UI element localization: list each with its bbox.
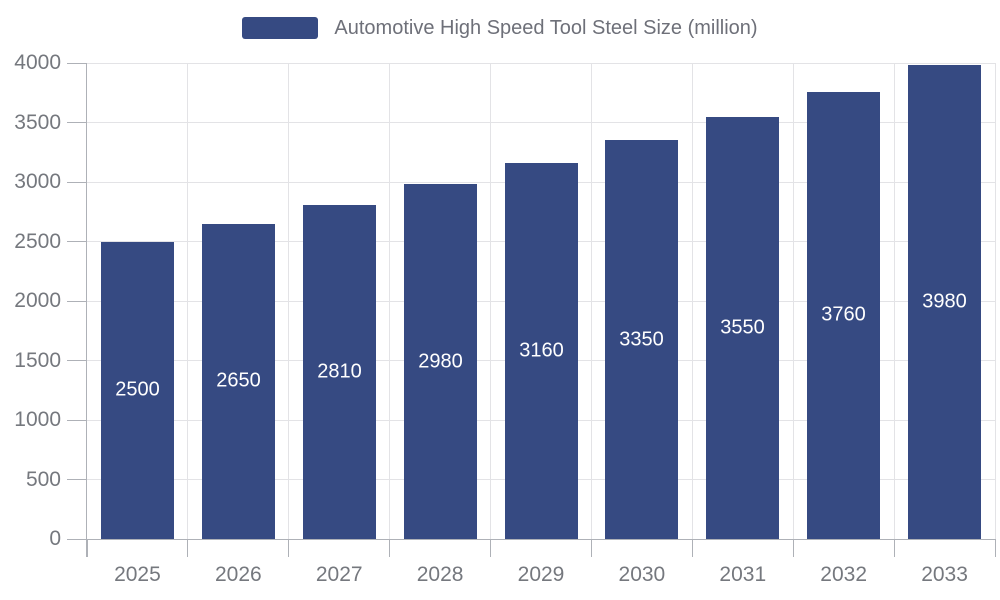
x-axis-tick bbox=[893, 539, 895, 557]
bar[interactable] bbox=[807, 91, 880, 539]
y-axis-label: 3500 bbox=[14, 110, 61, 134]
bar[interactable] bbox=[202, 223, 275, 539]
y-axis-label: 1000 bbox=[14, 408, 61, 431]
x-axis-tick bbox=[389, 539, 391, 557]
bar[interactable] bbox=[404, 184, 477, 539]
gridline-vertical bbox=[994, 63, 996, 539]
x-axis-label: 2033 bbox=[921, 563, 968, 586]
y-axis-label: 0 bbox=[49, 527, 61, 550]
gridline-vertical bbox=[490, 63, 492, 539]
bar-value-label: 3760 bbox=[821, 303, 866, 326]
gridline-horizontal bbox=[87, 62, 995, 64]
bar-value-label: 2500 bbox=[115, 378, 160, 401]
gridline-vertical bbox=[590, 63, 592, 539]
bar-value-label: 3160 bbox=[519, 339, 564, 362]
gridline-horizontal bbox=[87, 122, 995, 123]
bar[interactable] bbox=[706, 116, 779, 539]
y-axis-tick bbox=[67, 62, 87, 64]
y-axis-tick bbox=[67, 300, 87, 302]
y-axis-tick bbox=[67, 360, 87, 361]
gridline-vertical bbox=[691, 63, 693, 539]
x-axis-tick bbox=[490, 539, 492, 557]
legend-swatch bbox=[242, 17, 319, 39]
y-axis-label: 3000 bbox=[14, 170, 61, 193]
x-axis-label: 2032 bbox=[820, 563, 868, 586]
x-axis-label: 2027 bbox=[315, 563, 363, 586]
y-axis-line bbox=[86, 63, 87, 557]
y-axis-label: 2500 bbox=[14, 229, 61, 253]
bar-value-label: 3980 bbox=[922, 290, 967, 313]
gridline-vertical bbox=[187, 63, 189, 539]
bar-value-label: 2650 bbox=[216, 369, 261, 392]
x-axis-tick bbox=[187, 539, 189, 557]
bar-value-label: 2980 bbox=[418, 350, 463, 373]
legend-label: Automotive High Speed Tool Steel Size (m… bbox=[334, 17, 758, 39]
bar[interactable] bbox=[908, 65, 981, 539]
y-axis-tick bbox=[67, 241, 87, 242]
y-axis-label: 4000 bbox=[14, 51, 61, 74]
y-axis-label: 1500 bbox=[14, 348, 61, 372]
x-axis-line bbox=[67, 538, 995, 540]
x-axis-tick bbox=[288, 539, 290, 557]
x-axis-label: 2030 bbox=[618, 563, 666, 586]
gridline-vertical bbox=[389, 63, 391, 539]
y-axis-tick bbox=[67, 419, 87, 421]
x-axis-label: 2029 bbox=[517, 563, 565, 586]
y-axis-tick bbox=[67, 479, 87, 480]
x-axis-label: 2031 bbox=[719, 563, 767, 586]
y-axis-label: 500 bbox=[25, 467, 61, 491]
bar-value-label: 2810 bbox=[317, 360, 362, 383]
x-axis-label: 2025 bbox=[114, 563, 161, 586]
gridline-vertical bbox=[792, 63, 794, 539]
y-axis-tick bbox=[67, 122, 87, 123]
bar[interactable] bbox=[505, 162, 578, 539]
gridline-vertical bbox=[893, 63, 895, 539]
gridline-vertical bbox=[288, 63, 290, 539]
x-axis-tick bbox=[994, 539, 996, 557]
x-axis-tick bbox=[792, 539, 794, 557]
legend-item[interactable]: Automotive High Speed Tool Steel Size (m… bbox=[0, 16, 1000, 40]
x-axis-tick bbox=[590, 539, 592, 557]
bar[interactable] bbox=[605, 140, 678, 539]
y-axis-tick bbox=[67, 181, 87, 183]
x-axis-tick bbox=[691, 539, 693, 557]
x-axis-tick bbox=[86, 539, 88, 557]
bar[interactable] bbox=[303, 204, 376, 539]
x-axis-label: 2028 bbox=[416, 563, 464, 586]
bar-value-label: 3350 bbox=[619, 328, 664, 351]
y-axis-label: 2000 bbox=[14, 289, 61, 312]
x-axis-label: 2026 bbox=[214, 563, 262, 586]
bar-value-label: 3550 bbox=[720, 316, 765, 339]
bar[interactable] bbox=[101, 241, 174, 539]
